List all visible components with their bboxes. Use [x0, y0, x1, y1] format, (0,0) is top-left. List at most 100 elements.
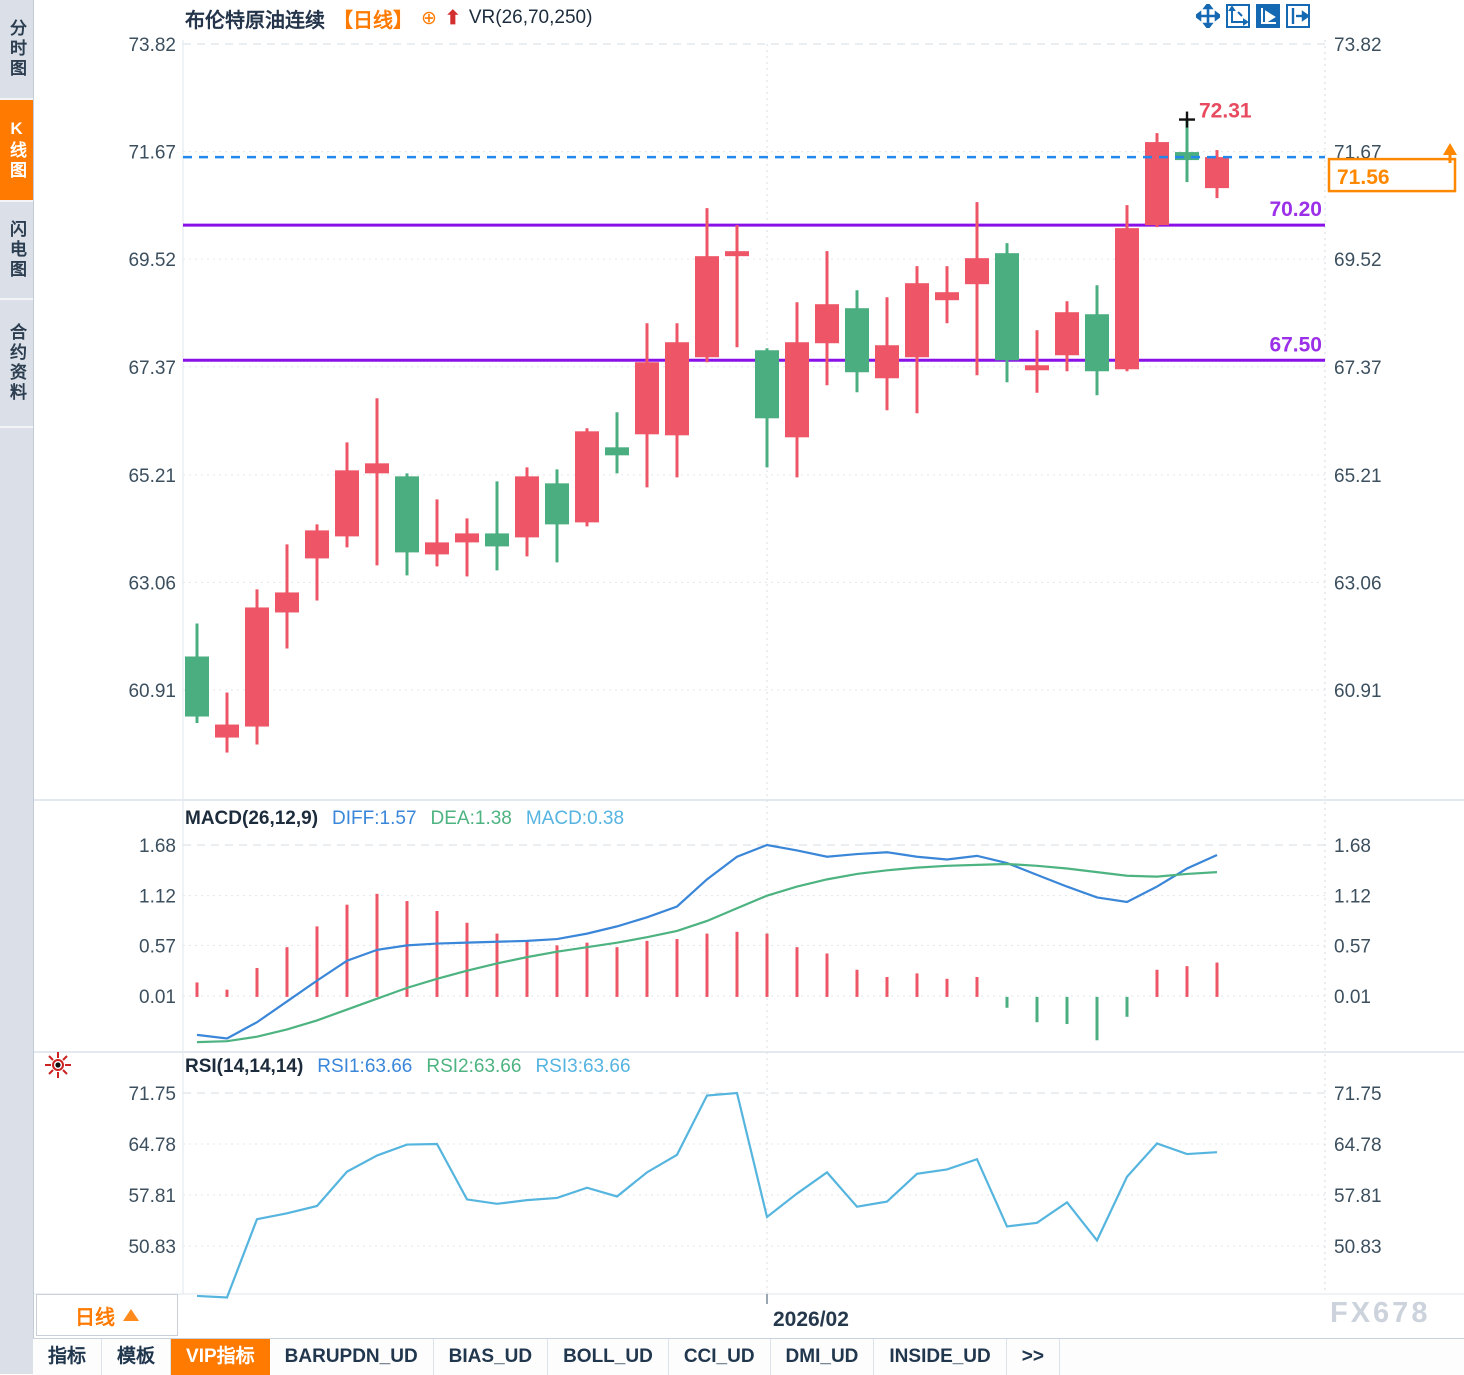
last-price-tag[interactable] — [1327, 157, 1457, 193]
level-price-label: 70.20 — [1269, 198, 1322, 221]
candle[interactable] — [1115, 228, 1139, 370]
candle[interactable] — [875, 345, 899, 379]
candle[interactable] — [575, 431, 599, 523]
tab-inside-ud[interactable]: INSIDE_UD — [874, 1339, 1007, 1375]
instrument-title: 布伦特原油连续 — [185, 9, 325, 32]
candle[interactable] — [425, 542, 449, 555]
main-axis-label-left: 69.52 — [128, 250, 176, 271]
candle[interactable] — [305, 530, 329, 559]
axis-scale-icon[interactable] — [1226, 4, 1250, 28]
tab-boll-ud[interactable]: BOLL_UD — [548, 1339, 669, 1375]
candle[interactable] — [935, 292, 959, 301]
macd-axis-label-left: 1.68 — [139, 836, 176, 857]
candle[interactable] — [965, 258, 989, 285]
tab-indicators[interactable]: 指标 — [33, 1339, 103, 1375]
tab-dmi-ud[interactable]: DMI_UD — [771, 1339, 875, 1375]
candle[interactable] — [1145, 142, 1169, 226]
level-price-label: 67.50 — [1269, 333, 1322, 356]
macd-histogram-bar — [555, 945, 559, 997]
axis-play-icon[interactable] — [1256, 4, 1280, 28]
triangle-up-icon — [123, 1309, 139, 1321]
candle[interactable] — [275, 592, 299, 613]
macd-axis-label-left: 0.57 — [139, 936, 176, 957]
candle[interactable] — [635, 362, 659, 435]
macd-histogram-bar — [585, 942, 589, 997]
main-axis-label-right: 65.21 — [1334, 466, 1382, 487]
period-selector-button[interactable]: 日线 — [36, 1294, 178, 1336]
scroll-to-latest-icon[interactable] — [1443, 143, 1457, 155]
candle[interactable] — [515, 476, 539, 538]
tab-barupdn-ud[interactable]: BARUPDN_UD — [270, 1339, 434, 1375]
macd-histogram-bar — [285, 947, 289, 997]
candle[interactable] — [845, 308, 869, 373]
macd-axis-label-right: 0.57 — [1334, 936, 1371, 957]
pan-crosshair-icon[interactable] — [1196, 4, 1220, 28]
main-axis-label-right: 69.52 — [1334, 250, 1382, 271]
main-axis-label-left: 73.82 — [128, 35, 176, 56]
sidebar-tab-timeshare[interactable]: 分时图 — [0, 0, 33, 100]
main-axis-label-left: 60.91 — [128, 681, 176, 702]
macd-header: MACD(26,12,9) DIFF:1.57 DEA:1.38 MACD:0.… — [185, 808, 624, 830]
candle[interactable] — [665, 342, 689, 436]
candle[interactable] — [545, 483, 569, 525]
candle[interactable] — [395, 476, 419, 553]
candle[interactable] — [725, 251, 749, 257]
macd-histogram-bar — [435, 911, 439, 997]
tab-templates[interactable]: 模板 — [102, 1339, 172, 1375]
export-right-icon[interactable] — [1286, 4, 1310, 28]
macd-histogram-bar — [375, 893, 379, 997]
tab-bias-ud[interactable]: BIAS_UD — [434, 1339, 549, 1375]
candle[interactable] — [905, 283, 929, 358]
macd-histogram-bar — [405, 901, 409, 997]
tab-vip-indicators[interactable]: VIP指标 — [171, 1339, 270, 1375]
candle[interactable] — [485, 533, 509, 547]
candle[interactable] — [695, 256, 719, 358]
chart-toolbar — [1196, 4, 1310, 28]
candle[interactable] — [335, 470, 359, 537]
candle[interactable] — [1085, 314, 1109, 372]
candle[interactable] — [1205, 157, 1229, 189]
rsi-axis-label-right: 57.81 — [1334, 1186, 1382, 1207]
macd-histogram-bar — [795, 947, 799, 997]
watermark: FX678 — [1330, 1297, 1431, 1329]
rsi-axis-label-right: 71.75 — [1334, 1084, 1382, 1105]
candle[interactable] — [455, 533, 479, 543]
candle[interactable] — [245, 607, 269, 727]
sidebar-tab-lightning[interactable]: 闪电图 — [0, 202, 33, 300]
candle[interactable] — [185, 656, 209, 717]
macd-histogram-bar — [1065, 996, 1069, 1025]
candle[interactable] — [1175, 152, 1199, 161]
tab-cci-ud[interactable]: CCI_UD — [669, 1339, 771, 1375]
main-axis-label-right: 67.37 — [1334, 358, 1382, 379]
macd-histogram-bar — [465, 922, 469, 997]
chart-header: 布伦特原油连续 【日线】 ⊕ ⬆ VR(26,70,250) — [185, 4, 592, 32]
period-tag[interactable]: 【日线】 — [333, 9, 413, 32]
candle[interactable] — [815, 304, 839, 344]
candle[interactable] — [995, 253, 1019, 361]
tab-more[interactable]: >> — [1007, 1339, 1060, 1375]
candle[interactable] — [755, 350, 779, 419]
macd-axis-label-right: 1.12 — [1334, 887, 1371, 908]
add-indicator-icon[interactable]: ⊕ — [421, 7, 437, 29]
candle[interactable] — [605, 447, 629, 456]
macd-axis-label-left: 0.01 — [139, 987, 176, 1008]
sidebar-tab-kline[interactable]: K线图 — [0, 100, 33, 202]
rsi-header: RSI(14,14,14) RSI1:63.66 RSI2:63.66 RSI3… — [185, 1056, 631, 1078]
macd-histogram-bar — [1035, 996, 1039, 1023]
candle[interactable] — [1055, 312, 1079, 356]
sidebar-tab-contract-info[interactable]: 合约资料 — [0, 300, 33, 428]
rsi-name-label[interactable]: RSI(14,14,14) — [185, 1056, 304, 1077]
main-axis-label-left: 63.06 — [128, 573, 176, 594]
macd-name-label[interactable]: MACD(26,12,9) — [185, 808, 319, 829]
high-price-label: 72.31 — [1199, 100, 1252, 123]
rsi-axis-label-left: 50.83 — [128, 1237, 176, 1258]
macd-histogram-bar — [825, 953, 829, 997]
indicator-sun-icon[interactable] — [44, 1051, 72, 1079]
macd-dea-line — [196, 862, 1218, 1044]
scroll-to-latest-icon-stem[interactable] — [1448, 155, 1452, 163]
candle[interactable] — [1025, 365, 1049, 371]
candle[interactable] — [365, 463, 389, 474]
candle[interactable] — [215, 724, 239, 738]
candle[interactable] — [785, 342, 809, 438]
